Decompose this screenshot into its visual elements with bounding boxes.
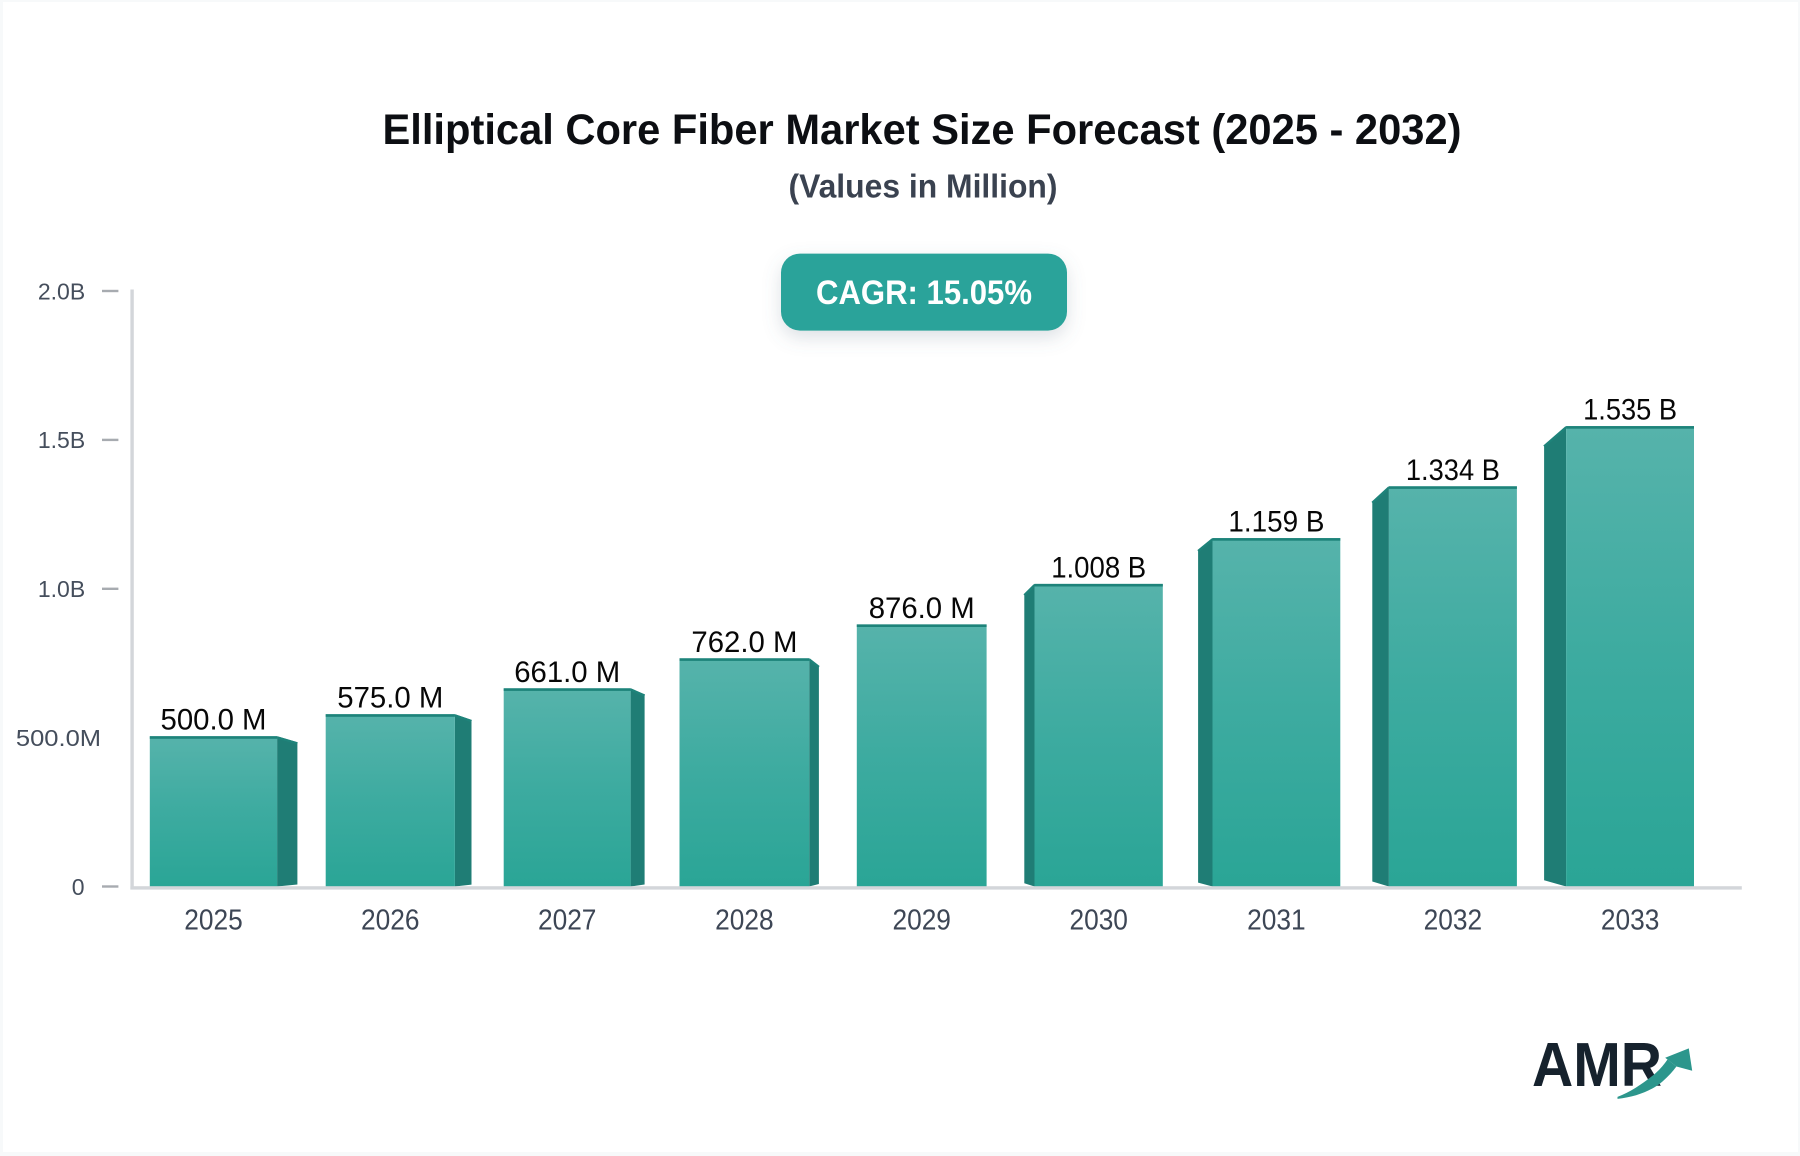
- svg-text:2030: 2030: [1069, 905, 1128, 937]
- svg-text:1.535 B: 1.535 B: [1583, 394, 1677, 427]
- svg-text:1.008 B: 1.008 B: [1051, 551, 1146, 584]
- svg-text:575.0 M: 575.0 M: [337, 682, 443, 715]
- svg-text:2031: 2031: [1247, 905, 1306, 937]
- svg-text:2033: 2033: [1601, 905, 1660, 937]
- svg-text:661.0 M: 661.0 M: [514, 656, 620, 689]
- svg-text:2032: 2032: [1424, 905, 1483, 937]
- svg-text:1.5B: 1.5B: [38, 427, 85, 453]
- svg-text:CAGR: 15.05%: CAGR: 15.05%: [816, 274, 1032, 312]
- svg-text:500.0M: 500.0M: [16, 725, 101, 751]
- svg-text:2027: 2027: [538, 905, 597, 937]
- svg-text:762.0 M: 762.0 M: [691, 626, 797, 659]
- svg-text:1.159 B: 1.159 B: [1228, 506, 1324, 539]
- svg-text:876.0 M: 876.0 M: [869, 592, 975, 625]
- svg-text:Elliptical Core Fiber Market S: Elliptical Core Fiber Market Size Foreca…: [383, 106, 1462, 154]
- svg-text:2026: 2026: [361, 905, 420, 937]
- svg-text:1.0B: 1.0B: [38, 576, 85, 602]
- svg-text:2025: 2025: [184, 905, 243, 937]
- svg-text:2.0B: 2.0B: [38, 278, 85, 304]
- svg-text:0: 0: [72, 874, 85, 900]
- svg-text:(Values in Million): (Values in Million): [789, 168, 1058, 205]
- svg-text:500.0 M: 500.0 M: [161, 704, 267, 737]
- svg-text:1.334 B: 1.334 B: [1406, 454, 1500, 487]
- svg-text:2028: 2028: [715, 905, 774, 937]
- svg-text:2029: 2029: [892, 905, 951, 937]
